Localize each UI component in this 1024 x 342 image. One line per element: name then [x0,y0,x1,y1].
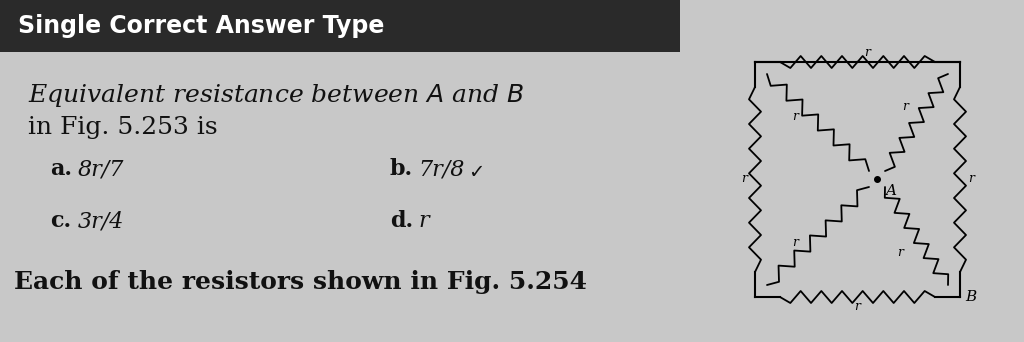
Text: Each of the resistors shown in Fig. 5.254: Each of the resistors shown in Fig. 5.25… [14,270,587,294]
Text: in Fig. 5.253 is: in Fig. 5.253 is [28,116,218,139]
Text: r: r [792,236,798,249]
Text: r: r [864,46,870,59]
Text: r: r [902,101,908,114]
Text: Single Correct Answer Type: Single Correct Answer Type [18,14,384,38]
Text: d.: d. [390,210,413,232]
Text: r: r [418,210,429,232]
Text: 3r/4: 3r/4 [78,210,124,232]
Text: a.: a. [50,158,72,180]
Text: A: A [885,184,896,198]
Text: b.: b. [390,158,413,180]
Text: r: r [792,110,798,123]
Text: 8r/7: 8r/7 [78,158,124,180]
Text: Equivalent resistance between $A$ and $B$: Equivalent resistance between $A$ and $B… [28,82,524,109]
Text: r: r [897,246,903,259]
Text: 7r/8: 7r/8 [418,158,464,180]
Text: B: B [965,290,976,304]
Text: r: r [741,172,746,185]
Text: r: r [854,300,860,313]
Text: r: r [968,172,974,185]
FancyBboxPatch shape [0,0,680,52]
Text: ✓: ✓ [468,163,484,182]
Text: c.: c. [50,210,71,232]
